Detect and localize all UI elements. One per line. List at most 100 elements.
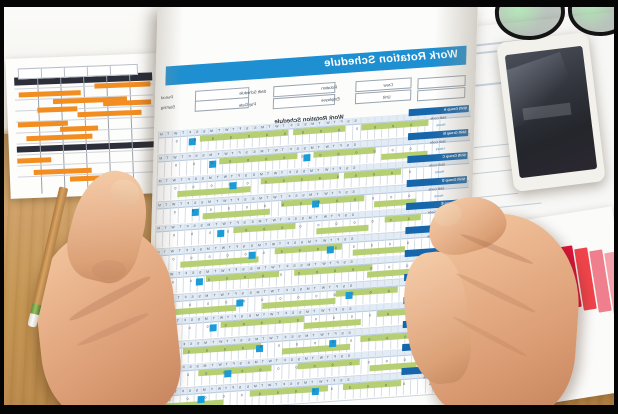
day-header-cell: S: [249, 290, 251, 294]
shift-value-cell: 0: [194, 138, 196, 142]
day-header-cell: W: [319, 355, 322, 359]
shift-value-cell: 0: [295, 365, 297, 369]
day-header-cell: T: [228, 291, 230, 295]
day-header-cell: T: [327, 355, 329, 359]
shift-value-cell: 0: [336, 222, 338, 226]
shift-value-cell: 0: [337, 151, 339, 155]
shift-value-cell: 0: [385, 383, 387, 387]
day-header-cell: W: [324, 191, 327, 195]
day-header-cell: M: [256, 313, 259, 317]
shift-value-cell: 0: [224, 347, 226, 351]
shift-value-cell: 0: [404, 358, 406, 362]
day-header-cell: W: [218, 362, 221, 366]
day-header-cell: T: [216, 175, 218, 179]
day-header-cell: T: [265, 242, 267, 246]
shift-value-cell: 0: [209, 254, 211, 258]
day-header-cell: S: [202, 176, 204, 180]
shift-value-cell: 0: [205, 395, 207, 399]
day-header-cell: M: [307, 286, 310, 290]
day-header-cell: M: [310, 192, 313, 196]
day-header-cell: W: [275, 124, 278, 128]
shift-value-cell: 0: [387, 312, 389, 316]
day-header-cell: W: [269, 335, 272, 339]
shift-value-cell: 0: [332, 339, 334, 343]
day-header-cell: S: [247, 384, 249, 388]
day-header-cell: W: [323, 214, 326, 218]
shift-value-cell: 0: [259, 391, 261, 395]
day-header-cell: S: [342, 330, 344, 334]
day-header-cell: T: [214, 269, 216, 273]
day-header-cell: T: [263, 312, 265, 316]
shift-value-cell: 0: [333, 316, 335, 320]
letterbox-bottom: [0, 405, 618, 414]
day-header-cell: S: [304, 145, 306, 149]
marker-cell[interactable]: [303, 153, 310, 160]
shift-value-cell: 0: [211, 160, 213, 164]
shift-value-cell: 0: [371, 243, 373, 247]
shift-value-cell: 0: [223, 394, 225, 398]
day-header-cell: S: [296, 146, 298, 150]
shift-value-cell: 0: [301, 154, 303, 158]
day-header-cell: W: [223, 198, 226, 202]
day-header-cell: W: [270, 312, 273, 316]
day-header-cell: M: [305, 356, 308, 360]
shift-value-cell: 0: [277, 390, 279, 394]
day-header-cell: S: [250, 243, 252, 247]
shift-value-cell: 0: [331, 386, 333, 390]
day-header-cell: T: [266, 195, 268, 199]
day-header-cell: M: [255, 336, 258, 340]
day-header-cell: F: [235, 267, 237, 271]
shift-value-cell: 0: [302, 130, 304, 134]
tablet-device[interactable]: [496, 32, 606, 192]
day-header-cell: T: [215, 222, 217, 226]
shift-value-cell: 0: [259, 368, 261, 372]
pencil-eraser: [27, 313, 39, 328]
shift-value-cell: 0: [242, 346, 244, 350]
day-header-cell: S: [292, 287, 294, 291]
day-header-cell: T: [217, 151, 219, 155]
day-header-cell: F: [340, 143, 342, 147]
day-header-cell: M: [260, 172, 263, 176]
day-header-cell: W: [325, 144, 328, 148]
form-field-label: Shift Schedule: [239, 89, 266, 96]
shift-value-cell: 0: [353, 244, 355, 248]
day-header-cell: T: [268, 148, 270, 152]
day-header-cell: S: [295, 193, 297, 197]
day-header-cell: W: [218, 386, 221, 390]
letterbox-left: [0, 0, 4, 414]
day-header-cell: T: [327, 331, 329, 335]
day-header-cell: F: [338, 190, 340, 194]
gantt-column-tab: [110, 64, 138, 76]
tablet-screen[interactable]: [505, 46, 598, 179]
day-header-cell: S: [195, 153, 197, 157]
day-header-cell: F: [283, 381, 285, 385]
form-field-label: Crew: [383, 82, 393, 88]
day-header-cell: M: [308, 239, 311, 243]
photo-scene: Work Rotation Schedule PeriodStartingShi…: [0, 0, 618, 414]
day-header-cell: T: [262, 359, 264, 363]
shift-value-cell: 0: [392, 124, 394, 128]
day-header-cell: F: [237, 197, 239, 201]
day-header-cell: S: [345, 213, 347, 217]
shift-value-cell: 0: [386, 336, 388, 340]
day-header-cell: W: [220, 315, 223, 319]
shift-value-cell: 0: [211, 184, 213, 188]
day-header-cell: T: [226, 338, 228, 342]
marker-cell[interactable]: [326, 246, 333, 253]
shift-value-cell: 0: [388, 265, 390, 269]
day-header-cell: S: [291, 334, 293, 338]
day-header-cell: W: [268, 382, 271, 386]
marker-cell[interactable]: [248, 251, 255, 258]
shift-value-cell: 0: [408, 217, 410, 221]
day-header-cell: W: [225, 127, 228, 131]
shift-value-cell: 0: [241, 393, 243, 397]
shift-value-cell: 0: [317, 247, 319, 251]
day-header-cell: S: [344, 260, 346, 264]
marker-cell[interactable]: [210, 324, 217, 331]
shift-value-cell: 0: [298, 271, 300, 275]
day-header-cell: T: [226, 362, 228, 366]
shift-value-cell: 0: [315, 317, 317, 321]
shift-value-cell: 0: [338, 128, 340, 132]
day-header-cell: M: [257, 266, 260, 270]
marker-cell[interactable]: [218, 230, 225, 237]
